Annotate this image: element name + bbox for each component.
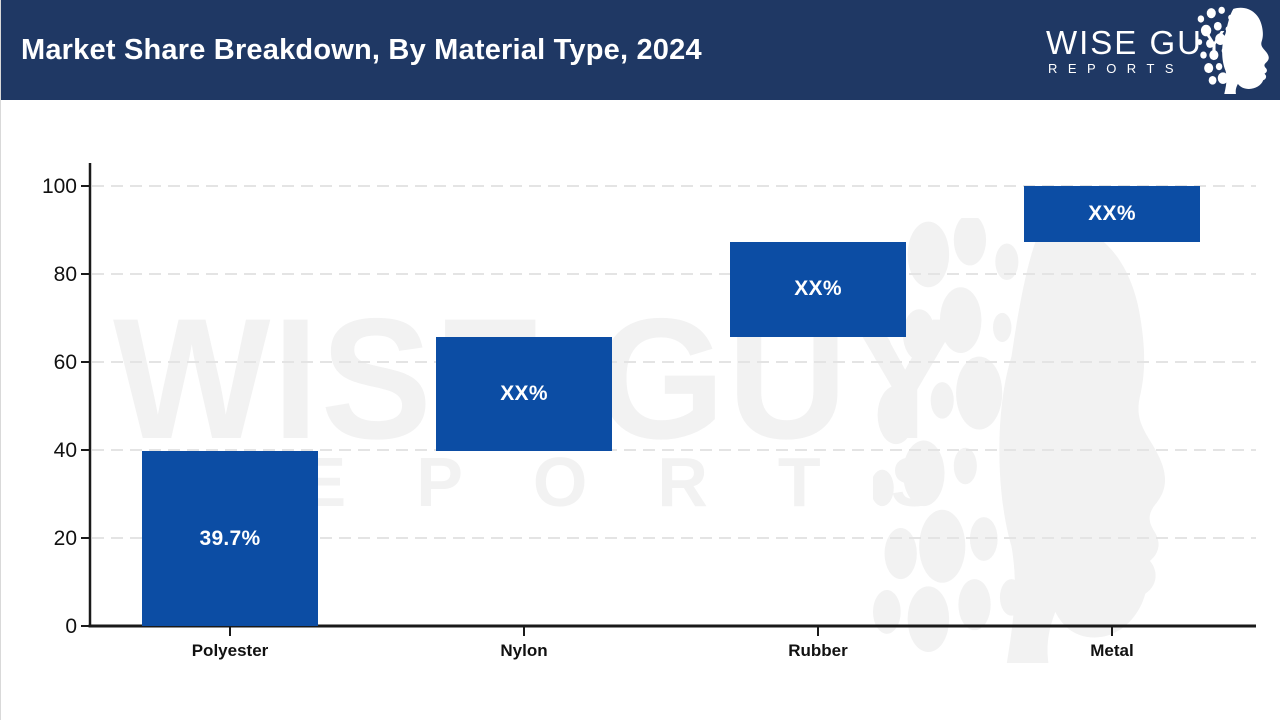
y-axis-tick-label: 100	[41, 175, 77, 198]
bar-value-label: XX%	[794, 277, 842, 301]
bar-value-label: XX%	[500, 382, 548, 406]
x-axis-label-metal: Metal	[1090, 641, 1134, 660]
logo-wordmark: WISE GUY REPORTS	[1046, 26, 1227, 75]
header-bar: Market Share Breakdown, By Material Type…	[1, 0, 1280, 100]
bar-nylon: XX%	[436, 336, 612, 452]
x-axis-label-nylon: Nylon	[500, 641, 548, 660]
brand-logo: WISE GUY REPORTS	[1046, 4, 1271, 96]
y-axis-tick-label: 60	[53, 351, 77, 374]
bar-polyester: 39.7%	[142, 451, 318, 626]
y-axis-tick-label: 40	[53, 439, 77, 462]
logo-brand-subtext: REPORTS	[1047, 60, 1185, 76]
bar-rubber: XX%	[730, 241, 906, 337]
plot-area: WISE GUY REPORTS 39.7% XX% XX% XX% 0 20 40 60 8…	[1, 100, 1280, 720]
logo-brand-name: WISE GUY	[1045, 23, 1227, 61]
bar-value-label: 39.7%	[199, 526, 261, 550]
y-axis-tick-label: 80	[53, 263, 77, 286]
bar-metal: XX%	[1024, 186, 1200, 242]
chart-title: Market Share Breakdown, By Material Type…	[21, 33, 702, 66]
y-axis-tick-label: 20	[53, 527, 77, 550]
y-axis-tick-label: 0	[65, 615, 77, 638]
x-axis-label-rubber: Rubber	[788, 641, 848, 660]
bar-value-label: XX%	[1088, 201, 1136, 225]
x-axis-label-polyester: Polyester	[191, 641, 269, 660]
logo-head-icon	[1197, 6, 1269, 94]
